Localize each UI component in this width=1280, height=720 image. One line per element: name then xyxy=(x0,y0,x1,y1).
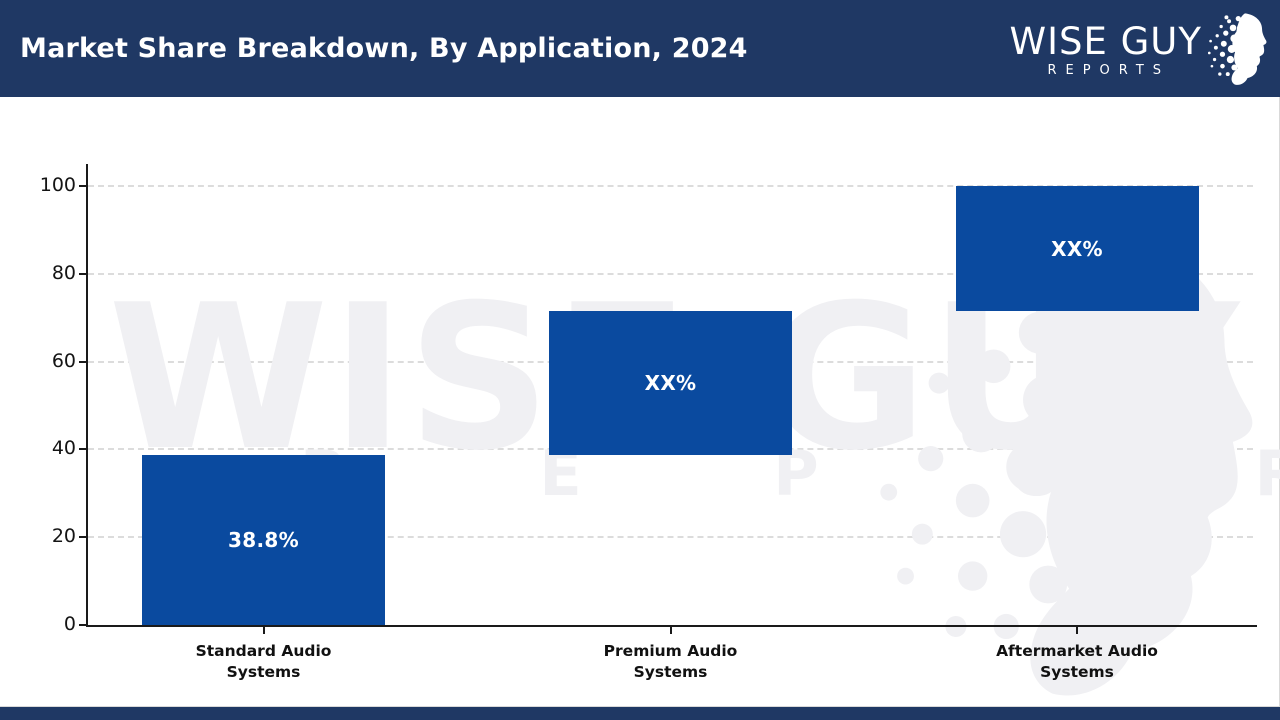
y-tick-label-60: 60 xyxy=(51,349,76,372)
x-category-label-3: Aftermarket Audio Systems xyxy=(996,642,1158,681)
logo-face-icon xyxy=(1204,11,1270,87)
x-category-label-2: Premium Audio Systems xyxy=(603,642,738,681)
wise-guy-reports-logo: WISE GUY REPORTS xyxy=(1010,7,1270,91)
footer-bar xyxy=(0,707,1280,720)
logo-text: WISE GUY REPORTS xyxy=(1009,19,1202,78)
y-tick-mark-0 xyxy=(79,624,86,626)
y-tick-label-40: 40 xyxy=(51,437,76,460)
x-tick-mark-2 xyxy=(669,627,672,634)
bar-value-label-3: XX% xyxy=(1051,236,1103,261)
y-tick-mark-100 xyxy=(79,184,86,187)
y-tick-label-0: 0 xyxy=(63,613,76,635)
page-title: Market Share Breakdown, By Application, … xyxy=(20,33,748,64)
bar-value-label-1: 38.8% xyxy=(228,527,299,552)
y-tick-mark-60 xyxy=(79,360,86,363)
gridline-20 xyxy=(88,536,1253,539)
y-tick-label-100: 100 xyxy=(39,173,76,196)
x-category-label-1: Standard Audio Systems xyxy=(195,642,332,681)
bar-segment-1: 38.8% xyxy=(142,454,385,625)
y-tick-mark-80 xyxy=(79,272,86,275)
x-tick-mark-3 xyxy=(1076,627,1078,634)
y-tick-mark-40 xyxy=(79,448,86,451)
bar-segment-2: XX% xyxy=(549,311,792,455)
header-bar: Market Share Breakdown, By Application, … xyxy=(0,0,1280,97)
bar-value-label-2: XX% xyxy=(644,370,697,395)
y-tick-label-80: 80 xyxy=(51,261,76,284)
x-axis-spine xyxy=(86,625,1257,627)
bar-segment-3: XX% xyxy=(955,185,1199,312)
logo-reports-label: REPORTS xyxy=(1047,62,1171,78)
logo-wiseguy-label: WISE GUY xyxy=(1009,19,1202,63)
gridline-80 xyxy=(88,272,1253,275)
x-tick-mark-1 xyxy=(262,627,265,634)
y-tick-label-20: 20 xyxy=(51,525,76,548)
gridline-100 xyxy=(88,184,1253,187)
y-axis-spine xyxy=(86,164,88,627)
y-tick-mark-20 xyxy=(79,536,86,539)
